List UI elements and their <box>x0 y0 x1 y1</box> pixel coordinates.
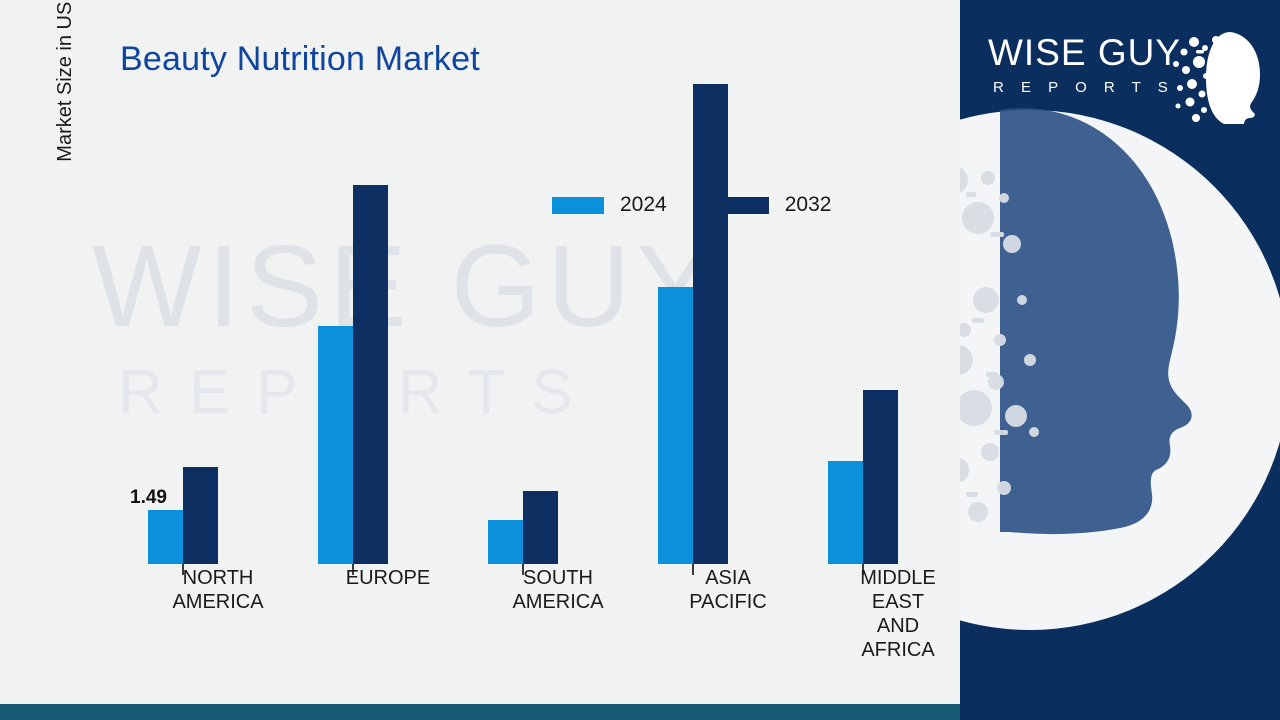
axis-tick <box>352 564 354 575</box>
chart-legend: 2024 2032 <box>552 193 831 217</box>
legend-item-2024[interactable]: 2024 <box>552 193 667 217</box>
x-axis-label-line: EAST <box>871 591 925 613</box>
x-axis-label: ASIA PACIFIC <box>643 566 813 614</box>
plot-area: 1.49 <box>100 83 930 575</box>
x-axis-label: SOUTH AMERICA <box>473 566 643 614</box>
bar-group <box>658 83 728 575</box>
x-axis-label: EUROPE <box>303 566 473 590</box>
brand-panel: WISE GUY R E P O R T S <box>960 0 1280 720</box>
legend-item-2032[interactable]: 2032 <box>716 193 832 217</box>
legend-swatch-2032 <box>716 196 769 214</box>
logo[interactable]: WISE GUY R E P O R T S <box>988 32 1260 126</box>
bar-2024[interactable] <box>828 461 863 564</box>
bar-2024[interactable] <box>488 520 523 564</box>
x-axis-label-line: PACIFIC <box>689 591 767 613</box>
x-axis-label-line: SOUTH <box>523 567 593 589</box>
logo-wordmark: WISE GUY <box>988 32 1182 73</box>
axis-tick <box>182 564 184 575</box>
bar-2024[interactable] <box>148 509 183 564</box>
x-axis-label: MIDDLE EAST AND AFRICA <box>813 566 983 662</box>
bar-2032[interactable] <box>863 390 898 564</box>
logo-tagline: R E P O R T S <box>993 79 1175 96</box>
x-axis-labels: NORTH AMERICA EUROPE SOUTH AMERICA ASIA PACIFI… <box>100 566 935 686</box>
bar-2024[interactable] <box>658 287 693 564</box>
x-axis-label-line: AND <box>876 615 920 637</box>
page-title: Beauty Nutrition Market <box>120 40 480 78</box>
brand-panel-graphic <box>960 108 1280 630</box>
axis-tick <box>692 564 694 575</box>
bar-2032[interactable] <box>353 184 388 564</box>
x-axis-label-line: AMERICA <box>172 591 264 613</box>
legend-label-2024: 2024 <box>620 193 667 216</box>
bar-2032[interactable] <box>693 83 728 564</box>
bottom-accent-strip <box>0 704 960 720</box>
legend-label-2032: 2032 <box>784 193 832 216</box>
x-axis-label-line: MIDDLE <box>860 567 936 589</box>
axis-tick <box>522 564 524 575</box>
bar-2024[interactable] <box>318 325 353 564</box>
x-axis-label: NORTH AMERICA <box>133 566 303 614</box>
y-axis-title-text: Market Size in USD Billion <box>53 0 76 162</box>
bar-2032[interactable] <box>523 490 558 564</box>
bar-group <box>828 180 898 575</box>
bar-group <box>488 180 558 575</box>
bar-group <box>148 180 218 575</box>
y-axis-title: Market Size in USD Billion <box>48 0 82 230</box>
bar-group <box>318 180 388 575</box>
logo-head-profile-icon <box>1173 32 1260 124</box>
bar-value-label: 1.49 <box>130 486 167 508</box>
axis-tick <box>862 564 864 575</box>
x-axis-label-line: AFRICA <box>861 639 935 661</box>
x-axis-label-line: NORTH <box>182 567 254 589</box>
x-axis-label-line: AMERICA <box>512 591 604 613</box>
x-axis-label-line: EUROPE <box>345 567 431 589</box>
bar-2032[interactable] <box>183 467 218 564</box>
x-axis-label-line: ASIA <box>705 567 751 589</box>
legend-swatch-2024 <box>552 196 604 214</box>
